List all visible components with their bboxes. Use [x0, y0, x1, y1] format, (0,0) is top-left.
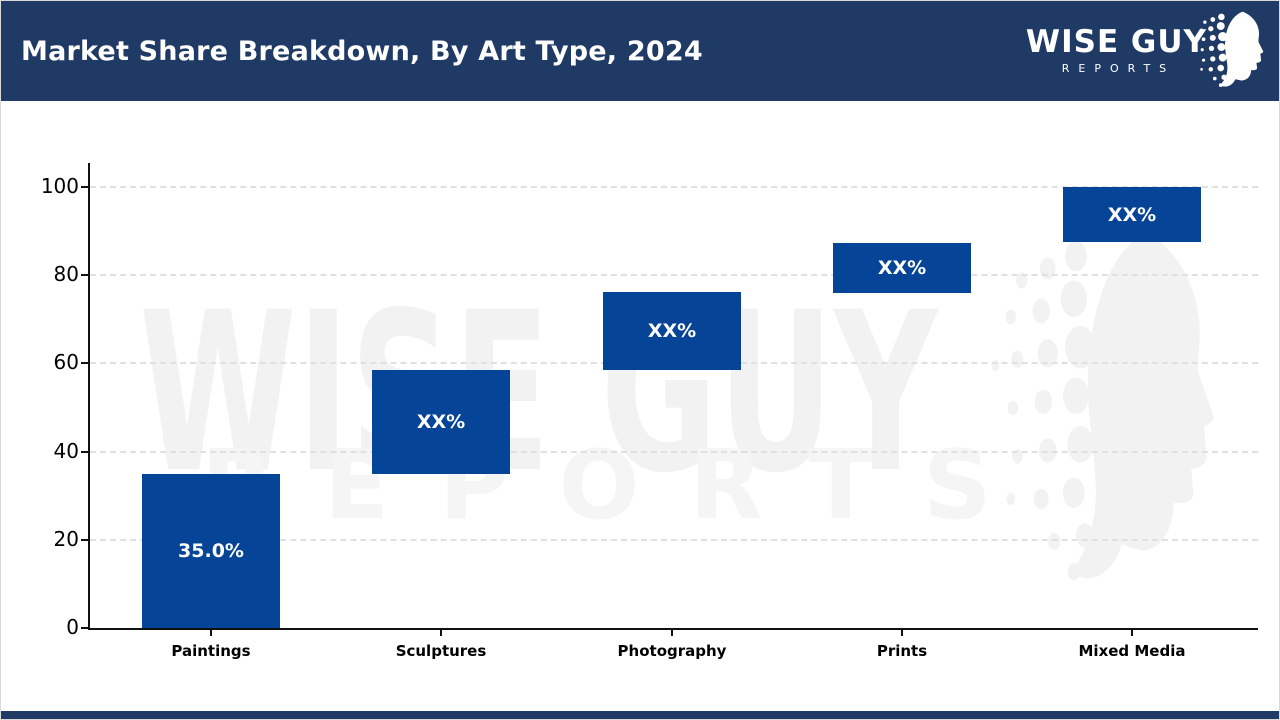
- bar-label-prints: XX%: [877, 256, 927, 279]
- bar-label-paintings: 35.0%: [178, 539, 244, 562]
- gridline-100: [90, 185, 1258, 188]
- x-tick: [671, 630, 673, 636]
- bar-label-photography: XX%: [647, 320, 697, 343]
- bar-paintings: 35.0%: [142, 473, 280, 628]
- x-axis-label-photography: Photography: [617, 642, 727, 660]
- wiseguy-face-icon: [1195, 11, 1264, 87]
- bar-photography: XX%: [603, 292, 741, 370]
- x-tick: [901, 630, 903, 636]
- x-tick: [210, 630, 212, 636]
- gridline-80: [90, 274, 1258, 277]
- header-bar: Market Share Breakdown, By Art Type, 202…: [1, 1, 1279, 101]
- gridline-40: [90, 450, 1258, 453]
- bar-mixed-media: XX%: [1063, 186, 1201, 243]
- y-tick-label: 80: [53, 262, 79, 287]
- y-tick-label: 0: [66, 615, 79, 639]
- y-tick: [81, 185, 88, 188]
- y-tick-label: 100: [40, 173, 79, 198]
- x-axis-line: [88, 628, 1258, 630]
- x-tick: [1131, 630, 1133, 636]
- wiseguy-logo: WISE GUY REPORTS: [1026, 11, 1267, 91]
- y-tick: [81, 274, 88, 277]
- y-tick: [81, 362, 88, 365]
- x-axis-label-prints: Prints: [876, 642, 928, 660]
- logo-subtext: REPORTS: [1061, 62, 1176, 75]
- y-tick: [81, 627, 88, 629]
- bar-label-mixed-media: XX%: [1107, 203, 1157, 226]
- footer-bar: [1, 711, 1279, 719]
- x-tick: [440, 630, 442, 636]
- logo-text: WISE GUY REPORTS: [1025, 24, 1207, 76]
- x-axis-label-mixed-media: Mixed Media: [1078, 642, 1186, 660]
- bar-sculptures: XX%: [372, 370, 510, 474]
- x-axis-label-sculptures: Sculptures: [395, 642, 487, 660]
- y-tick-label: 20: [53, 526, 79, 551]
- y-tick-label: 60: [53, 350, 79, 375]
- x-axis-label-paintings: Paintings: [171, 642, 251, 660]
- bar-label-sculptures: XX%: [416, 410, 466, 433]
- y-tick: [81, 450, 88, 453]
- logo-wordmark: WISE GUY: [1025, 24, 1207, 60]
- y-axis-line: [88, 163, 90, 630]
- page-title: Market Share Breakdown, By Art Type, 202…: [21, 35, 703, 67]
- gridline-20: [90, 538, 1258, 541]
- y-tick: [81, 538, 88, 541]
- bar-prints: XX%: [833, 242, 971, 293]
- y-tick-label: 40: [53, 438, 79, 463]
